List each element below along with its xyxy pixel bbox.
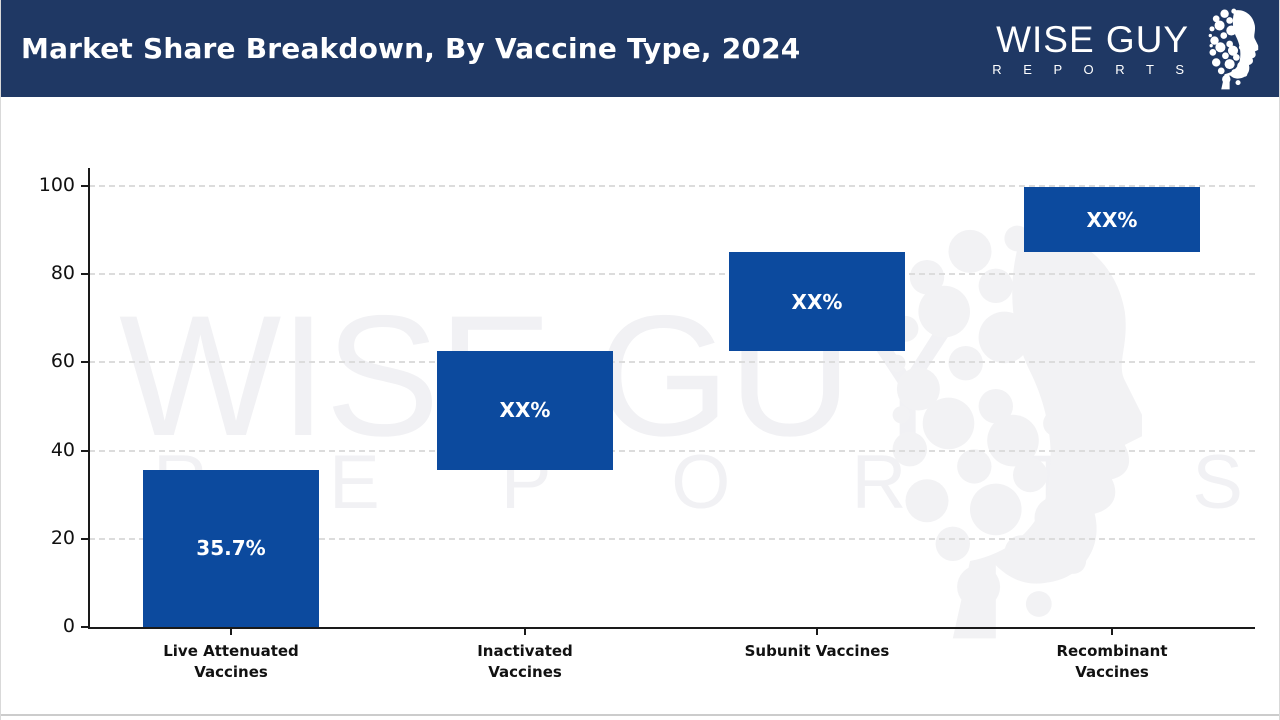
y-axis-tick-label: 0 — [62, 615, 75, 637]
header-bar: Market Share Breakdown, By Vaccine Type,… — [1, 0, 1279, 97]
gridline-y-60 — [89, 361, 1255, 364]
x-axis-tick-mark — [230, 627, 232, 635]
y-axis-tick-mark — [81, 361, 89, 364]
bar-value-label: XX% — [791, 289, 843, 314]
bar-4: XX% — [1024, 186, 1200, 253]
category-label: Recombinant Vaccines — [1056, 642, 1168, 681]
y-axis-tick-label: 100 — [38, 174, 75, 196]
y-axis-tick-label: 40 — [50, 438, 75, 461]
y-axis-tick-mark — [81, 537, 89, 540]
y-axis-tick-mark — [81, 626, 89, 628]
logo-text: WISE GUY R E P O R T S — [992, 21, 1193, 76]
x-axis-line — [88, 627, 1255, 629]
bottom-border-line — [1, 714, 1279, 716]
category-label: Live Attenuated Vaccines — [163, 642, 299, 681]
x-axis-tick-mark — [816, 627, 818, 635]
logo-subtitle: R E P O R T S — [992, 62, 1193, 77]
y-axis-tick-label: 60 — [50, 350, 75, 373]
gridline-y-20 — [89, 537, 1255, 540]
wise-guy-logo: WISE GUY R E P O R T S — [992, 7, 1269, 91]
gridline-y-40 — [89, 449, 1255, 452]
category-label: Subunit Vaccines — [744, 642, 890, 660]
x-axis-tick-mark — [524, 627, 526, 635]
bar-value-label: XX% — [499, 398, 551, 423]
y-axis-tick-mark — [81, 273, 89, 276]
bar-value-label: XX% — [1086, 207, 1138, 232]
logo-wordmark: WISE GUY — [996, 19, 1190, 60]
chart-area: WISE GUY R E P O R T S 0 20 40 60 80 100 35.7%… — [1, 97, 1279, 720]
y-axis-tick-mark — [81, 185, 89, 187]
bar-1: 35.7% — [143, 469, 319, 627]
y-axis-tick-label: 80 — [50, 262, 75, 285]
bar-3: XX% — [729, 252, 905, 352]
dot-face-logo-icon — [1197, 7, 1269, 91]
gridline-y-100 — [89, 185, 1255, 187]
page-title: Market Share Breakdown, By Vaccine Type,… — [21, 32, 801, 65]
category-label: Inactivated Vaccines — [477, 642, 573, 681]
gridline-y-80 — [89, 273, 1255, 276]
bar-2: XX% — [437, 351, 613, 470]
bar-value-label: 35.7% — [196, 536, 266, 561]
y-axis-line — [88, 168, 90, 629]
x-axis-tick-mark — [1111, 627, 1113, 635]
y-axis-tick-label: 20 — [50, 526, 75, 549]
y-axis-tick-mark — [81, 449, 89, 452]
